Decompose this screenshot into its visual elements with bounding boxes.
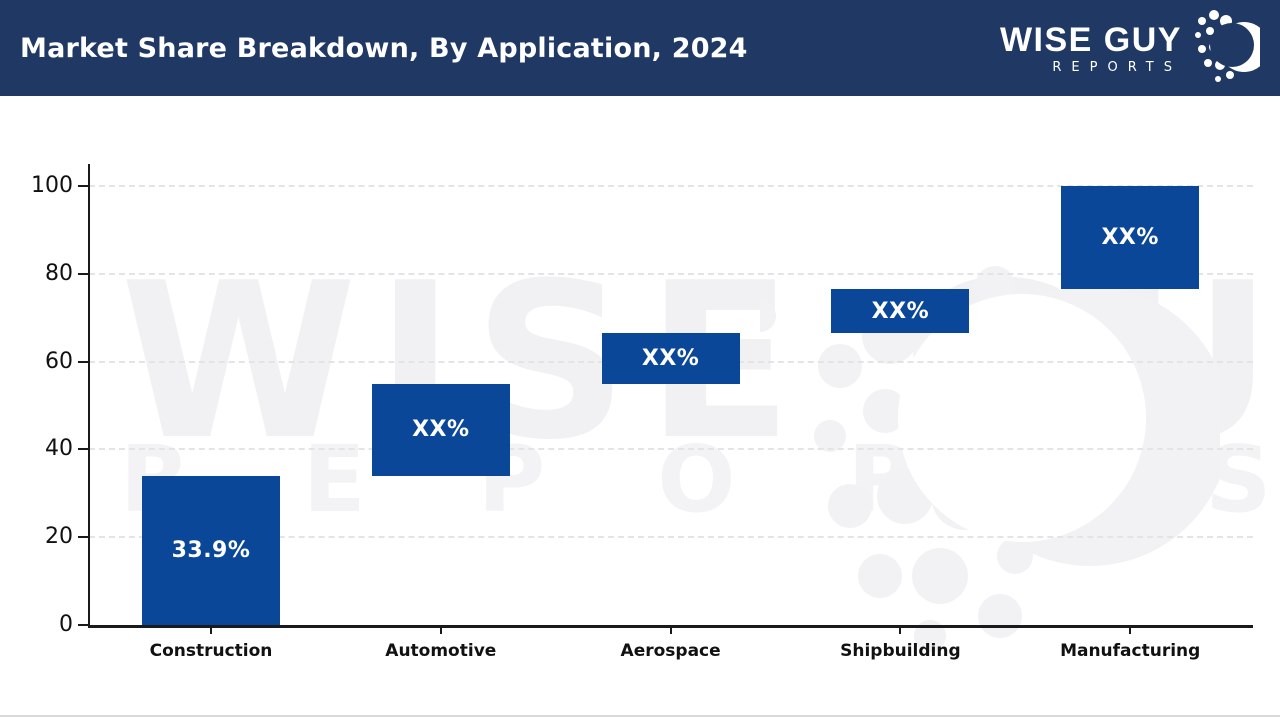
y-tick-60 — [78, 360, 89, 363]
brand-logo: WISE GUY REPORTS — [1000, 7, 1260, 89]
x-tick-0 — [210, 625, 212, 634]
x-tick-4 — [1129, 625, 1132, 634]
header-bar: Market Share Breakdown, By Application, … — [0, 0, 1280, 96]
y-tick-20 — [78, 536, 89, 539]
y-tick-label: 0 — [59, 612, 73, 637]
y-tick-label: 100 — [31, 173, 73, 198]
bar-shipbuilding: XX% — [831, 289, 970, 334]
bar-value-label: XX% — [641, 345, 700, 371]
y-tick-label: 40 — [45, 436, 73, 462]
gridline-100 — [89, 185, 1253, 187]
chart-canvas: WISE GUY R E P O R T S 02040608010033.9%… — [0, 96, 1280, 720]
bar-value-label: 33.9% — [171, 538, 251, 564]
bottom-divider — [0, 715, 1280, 717]
page-title: Market Share Breakdown, By Application, … — [20, 32, 748, 64]
y-tick-100 — [78, 185, 89, 187]
bar-value-label: XX% — [412, 417, 470, 443]
brand-face-icon — [1195, 10, 1260, 82]
gridline-20 — [89, 536, 1253, 539]
brand-logo-text: WISE GUY REPORTS — [1000, 23, 1182, 74]
x-category-label: Manufacturing — [1060, 641, 1201, 661]
x-category-label: Automotive — [385, 641, 497, 661]
y-tick-40 — [78, 448, 89, 451]
x-category-label: Construction — [149, 641, 273, 661]
x-tick-1 — [439, 625, 442, 634]
brand-name: WISE GUY — [999, 20, 1182, 59]
y-tick-80 — [78, 272, 89, 275]
y-tick-label: 60 — [45, 348, 73, 374]
x-axis-line — [88, 625, 1253, 628]
gridline-40 — [89, 448, 1253, 451]
brand-subtitle: REPORTS — [1052, 59, 1182, 75]
y-tick-label: 20 — [45, 524, 73, 550]
y-tick-0 — [78, 624, 89, 626]
x-category-label: Aerospace — [620, 641, 721, 661]
gridline-80 — [89, 272, 1253, 275]
bar-construction: 33.9% — [142, 476, 280, 625]
y-axis-line — [88, 164, 90, 628]
bar-automotive: XX% — [371, 383, 510, 477]
x-category-label: Shipbuilding — [840, 641, 961, 661]
bar-value-label: XX% — [1101, 225, 1159, 251]
x-tick-2 — [669, 625, 672, 634]
bar-manufacturing: XX% — [1061, 186, 1200, 290]
x-tick-3 — [899, 625, 902, 634]
y-tick-label: 80 — [45, 260, 73, 286]
bar-aerospace: XX% — [601, 333, 740, 384]
bar-value-label: XX% — [871, 298, 930, 324]
